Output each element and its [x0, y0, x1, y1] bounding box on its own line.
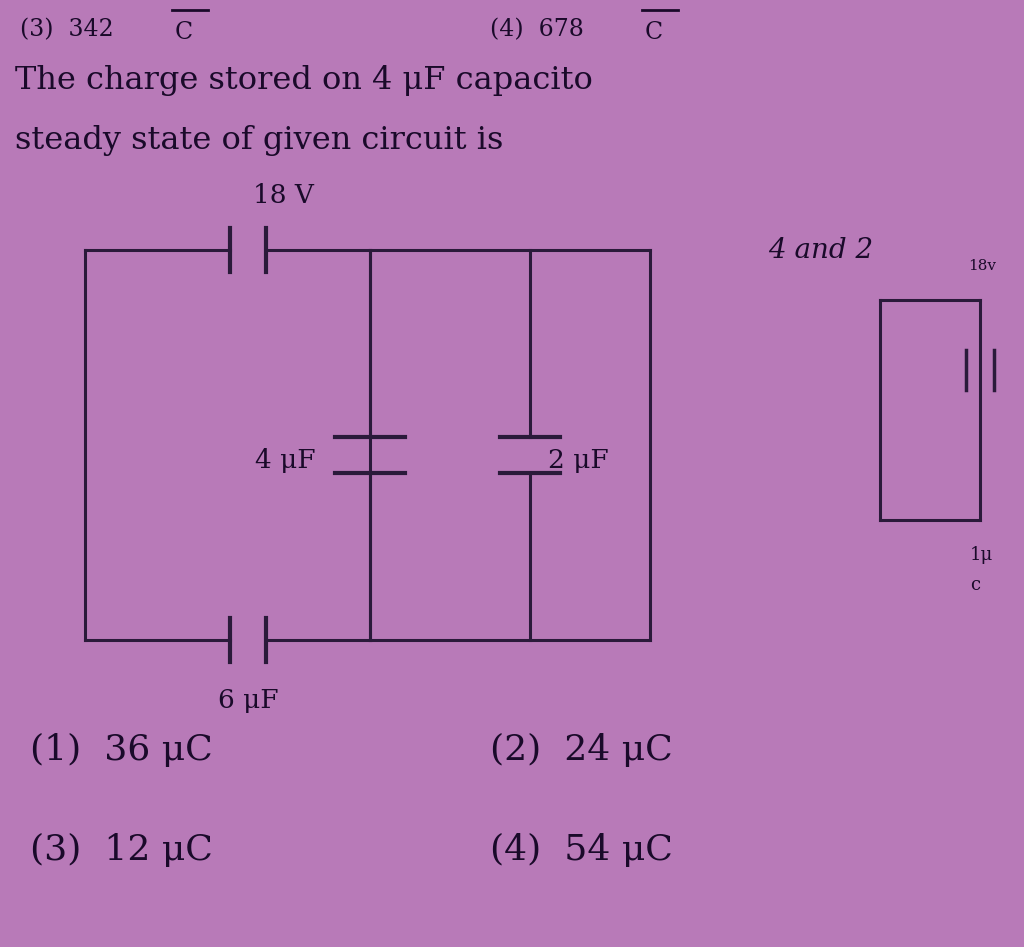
Text: steady state of given circuit is: steady state of given circuit is	[15, 124, 504, 155]
Text: 18v: 18v	[968, 259, 996, 273]
Text: The charge stored on 4 μF capacito: The charge stored on 4 μF capacito	[15, 64, 593, 96]
Text: (1)  36 μC: (1) 36 μC	[30, 733, 213, 767]
Text: 18 V: 18 V	[253, 183, 314, 207]
Text: 6 μF: 6 μF	[218, 688, 279, 712]
Text: (3)  342: (3) 342	[20, 19, 114, 42]
Text: (4)  678: (4) 678	[490, 19, 584, 42]
Text: 4 μF: 4 μF	[255, 448, 315, 473]
Text: C: C	[645, 21, 664, 44]
Text: (2)  24 μC: (2) 24 μC	[490, 733, 673, 767]
Text: (4)  54 μC: (4) 54 μC	[490, 833, 673, 867]
Text: 2 μF: 2 μF	[548, 448, 608, 473]
Text: C: C	[175, 21, 194, 44]
Text: c: c	[970, 576, 980, 594]
Text: 4 and 2: 4 and 2	[768, 237, 873, 263]
Text: (3)  12 μC: (3) 12 μC	[30, 833, 213, 867]
Text: 1μ: 1μ	[970, 546, 993, 564]
